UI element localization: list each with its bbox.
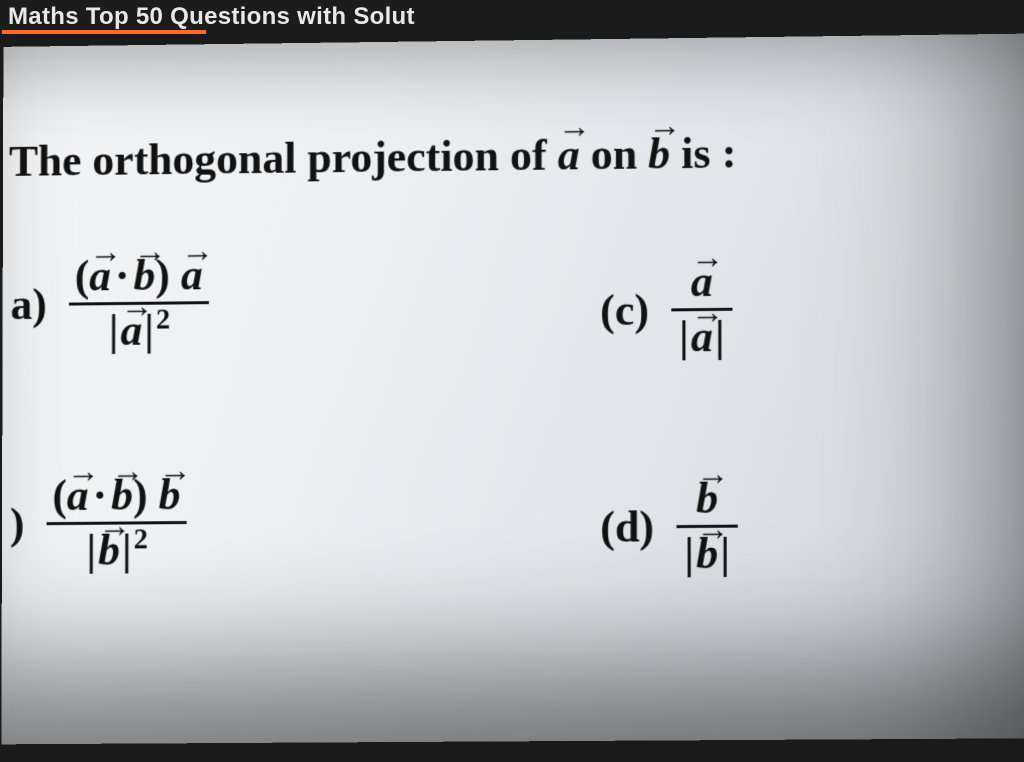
- arrow-icon: →: [181, 235, 203, 268]
- option-a-denominator: →a2: [101, 304, 176, 353]
- option-a[interactable]: a) (→a·→b) →a →a2: [10, 253, 208, 354]
- arrow-icon: →: [89, 236, 111, 269]
- arrow-icon: →: [691, 242, 713, 275]
- option-c-fraction: →a →a: [671, 260, 733, 360]
- option-b-label: ): [10, 498, 25, 549]
- squared: 2: [156, 305, 170, 336]
- arrow-icon: →: [696, 514, 718, 547]
- arrow-icon: →: [111, 455, 133, 488]
- option-c-denominator: →a: [671, 311, 733, 360]
- arrow-icon: →: [648, 110, 670, 143]
- arrow-icon: →: [134, 236, 156, 269]
- arrow-icon: →: [691, 297, 713, 330]
- arrow-icon: →: [558, 111, 580, 144]
- squared: 2: [134, 525, 148, 556]
- arrow-icon: →: [67, 456, 89, 489]
- vector-a: → a: [558, 129, 580, 180]
- question-suffix: is :: [681, 128, 736, 178]
- banner-text: Maths Top 50 Questions with Solut: [8, 3, 415, 30]
- option-b[interactable]: ) (→a·→b) →b →b2: [10, 473, 187, 573]
- banner-underline: [2, 30, 206, 34]
- question-mid: on: [591, 129, 649, 179]
- arrow-icon: →: [696, 458, 718, 491]
- option-a-label: a): [10, 279, 46, 330]
- option-b-denominator: →b2: [79, 524, 154, 573]
- option-c[interactable]: (c) →a →a: [600, 260, 733, 361]
- vector-b: → b: [648, 128, 670, 179]
- option-b-fraction: (→a·→b) →b →b2: [46, 473, 186, 573]
- option-d-denominator: →b: [676, 528, 738, 577]
- option-a-fraction: (→a·→b) →a →a2: [69, 253, 209, 353]
- question-text: The orthogonal projection of → a on → b …: [9, 127, 737, 186]
- option-d[interactable]: (d) →b →b: [600, 476, 738, 577]
- option-d-fraction: →b →b: [676, 476, 738, 576]
- option-d-label: (d): [600, 501, 654, 553]
- arrow-icon: →: [98, 510, 120, 543]
- arrow-icon: →: [159, 455, 181, 488]
- option-c-label: (c): [600, 285, 649, 337]
- question-prefix: The orthogonal projection of: [9, 131, 558, 186]
- question-page: The orthogonal projection of → a on → b …: [1, 34, 1024, 745]
- video-banner: Maths Top 50 Questions with Solut: [0, 0, 1024, 34]
- arrow-icon: →: [121, 291, 143, 324]
